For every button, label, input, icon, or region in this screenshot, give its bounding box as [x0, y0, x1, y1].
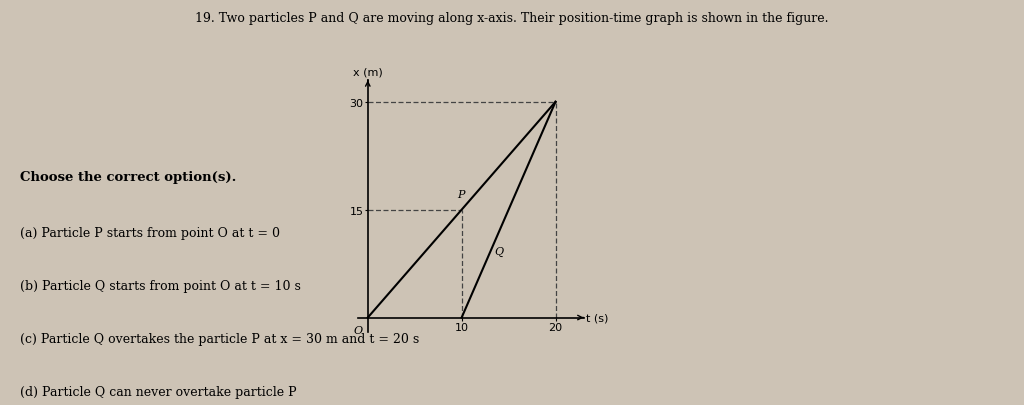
Text: (d) Particle Q can never overtake particle P: (d) Particle Q can never overtake partic… — [20, 385, 297, 398]
Text: (a) Particle P starts from point O at t = 0: (a) Particle P starts from point O at t … — [20, 227, 281, 240]
Text: O: O — [354, 325, 364, 335]
Text: 19. Two particles P and Q are moving along x-axis. Their position-time graph is : 19. Two particles P and Q are moving alo… — [196, 12, 828, 25]
Text: t (s): t (s) — [587, 313, 609, 323]
Text: x (m): x (m) — [353, 68, 383, 77]
Text: Q: Q — [495, 246, 504, 256]
Text: (b) Particle Q starts from point O at t = 10 s: (b) Particle Q starts from point O at t … — [20, 279, 301, 292]
Text: (c) Particle Q overtakes the particle P at x = 30 m and t = 20 s: (c) Particle Q overtakes the particle P … — [20, 332, 420, 345]
Text: P: P — [457, 190, 465, 199]
Text: Choose the correct option(s).: Choose the correct option(s). — [20, 170, 237, 183]
